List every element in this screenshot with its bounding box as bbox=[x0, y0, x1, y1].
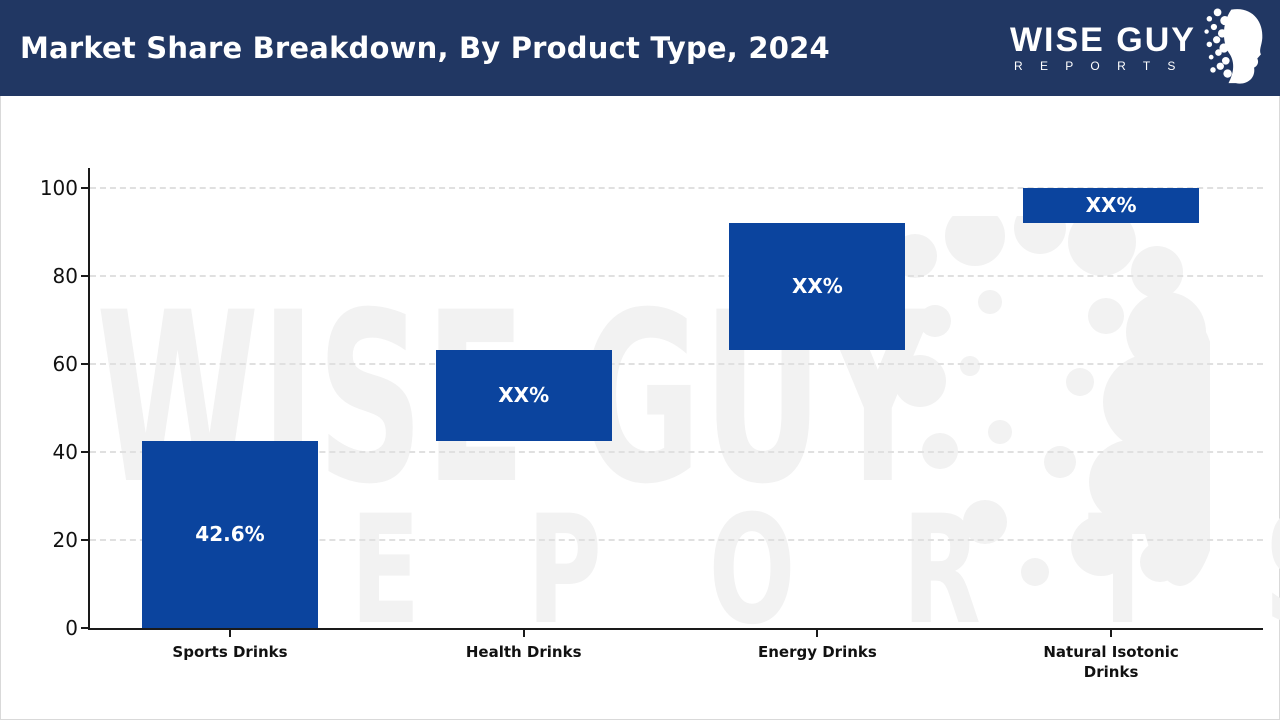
x-axis-tick-sports-drinks bbox=[229, 630, 231, 637]
x-axis-tick-health-drinks bbox=[522, 630, 525, 637]
logo-text: WISE GUY R E P O R T S bbox=[1010, 22, 1196, 74]
header-band: Market Share Breakdown, By Product Type,… bbox=[0, 0, 1280, 96]
bar-chart: WISE GUY R E P O R T S 0 20 40 60 80 100 42.6%… bbox=[0, 96, 1280, 720]
y-axis-label-60: 60 bbox=[52, 352, 78, 376]
x-axis-label-sports-drinks: Sports Drinks bbox=[172, 643, 288, 661]
x-axis-tick-natural-isotonic-drinks bbox=[1110, 630, 1113, 637]
y-axis-tick-60 bbox=[81, 363, 90, 365]
y-axis-line bbox=[88, 168, 90, 630]
logo-head-icon bbox=[1204, 8, 1263, 84]
y-axis-label-0: 0 bbox=[65, 616, 78, 640]
x-axis-label-health-drinks: Health Drinks bbox=[465, 643, 582, 661]
gridline-20 bbox=[90, 539, 1263, 541]
gridline-60 bbox=[90, 363, 1263, 365]
y-axis-tick-20 bbox=[81, 539, 90, 541]
y-axis-tick-0 bbox=[81, 627, 90, 629]
chart-title: Market Share Breakdown, By Product Type,… bbox=[20, 31, 830, 65]
x-axis-tick-energy-drinks bbox=[816, 630, 819, 637]
y-axis-tick-40 bbox=[81, 451, 90, 453]
y-axis-label-80: 80 bbox=[52, 264, 78, 288]
bar-value-label-health-drinks: XX% bbox=[498, 383, 550, 408]
wise-guy-reports-logo: WISE GUY R E P O R T S bbox=[1010, 6, 1266, 90]
x-axis-label-energy-drinks: Energy Drinks bbox=[757, 643, 877, 661]
bar-natural-isotonic-drinks: XX% bbox=[1023, 188, 1200, 223]
watermark-head-icon bbox=[893, 216, 1210, 586]
y-axis-tick-80 bbox=[81, 275, 90, 277]
y-axis-tick-100 bbox=[81, 187, 90, 189]
x-axis-line bbox=[88, 628, 1263, 630]
y-axis-label-100: 100 bbox=[39, 176, 78, 200]
bar-value-label-energy-drinks: XX% bbox=[791, 274, 843, 299]
bar-sports-drinks: 42.6% bbox=[142, 440, 318, 628]
gridline-80 bbox=[90, 275, 1263, 277]
gridline-40 bbox=[90, 451, 1263, 453]
gridline-100 bbox=[90, 187, 1263, 189]
y-axis-label-20: 20 bbox=[52, 528, 78, 552]
logo-brand-sub: R E P O R T S bbox=[1013, 59, 1183, 73]
bar-health-drinks: XX% bbox=[435, 349, 612, 441]
bar-value-label-sports-drinks: 42.6% bbox=[195, 522, 265, 547]
bar-value-label-natural-isotonic-drinks: XX% bbox=[1085, 193, 1137, 218]
logo-brand-name: WISE GUY bbox=[1009, 21, 1196, 59]
bar-energy-drinks: XX% bbox=[729, 222, 906, 350]
y-axis-label-40: 40 bbox=[52, 440, 78, 464]
x-axis-label-natural-isotonic-drinks: Natural Isotonic Drinks bbox=[1043, 643, 1179, 681]
